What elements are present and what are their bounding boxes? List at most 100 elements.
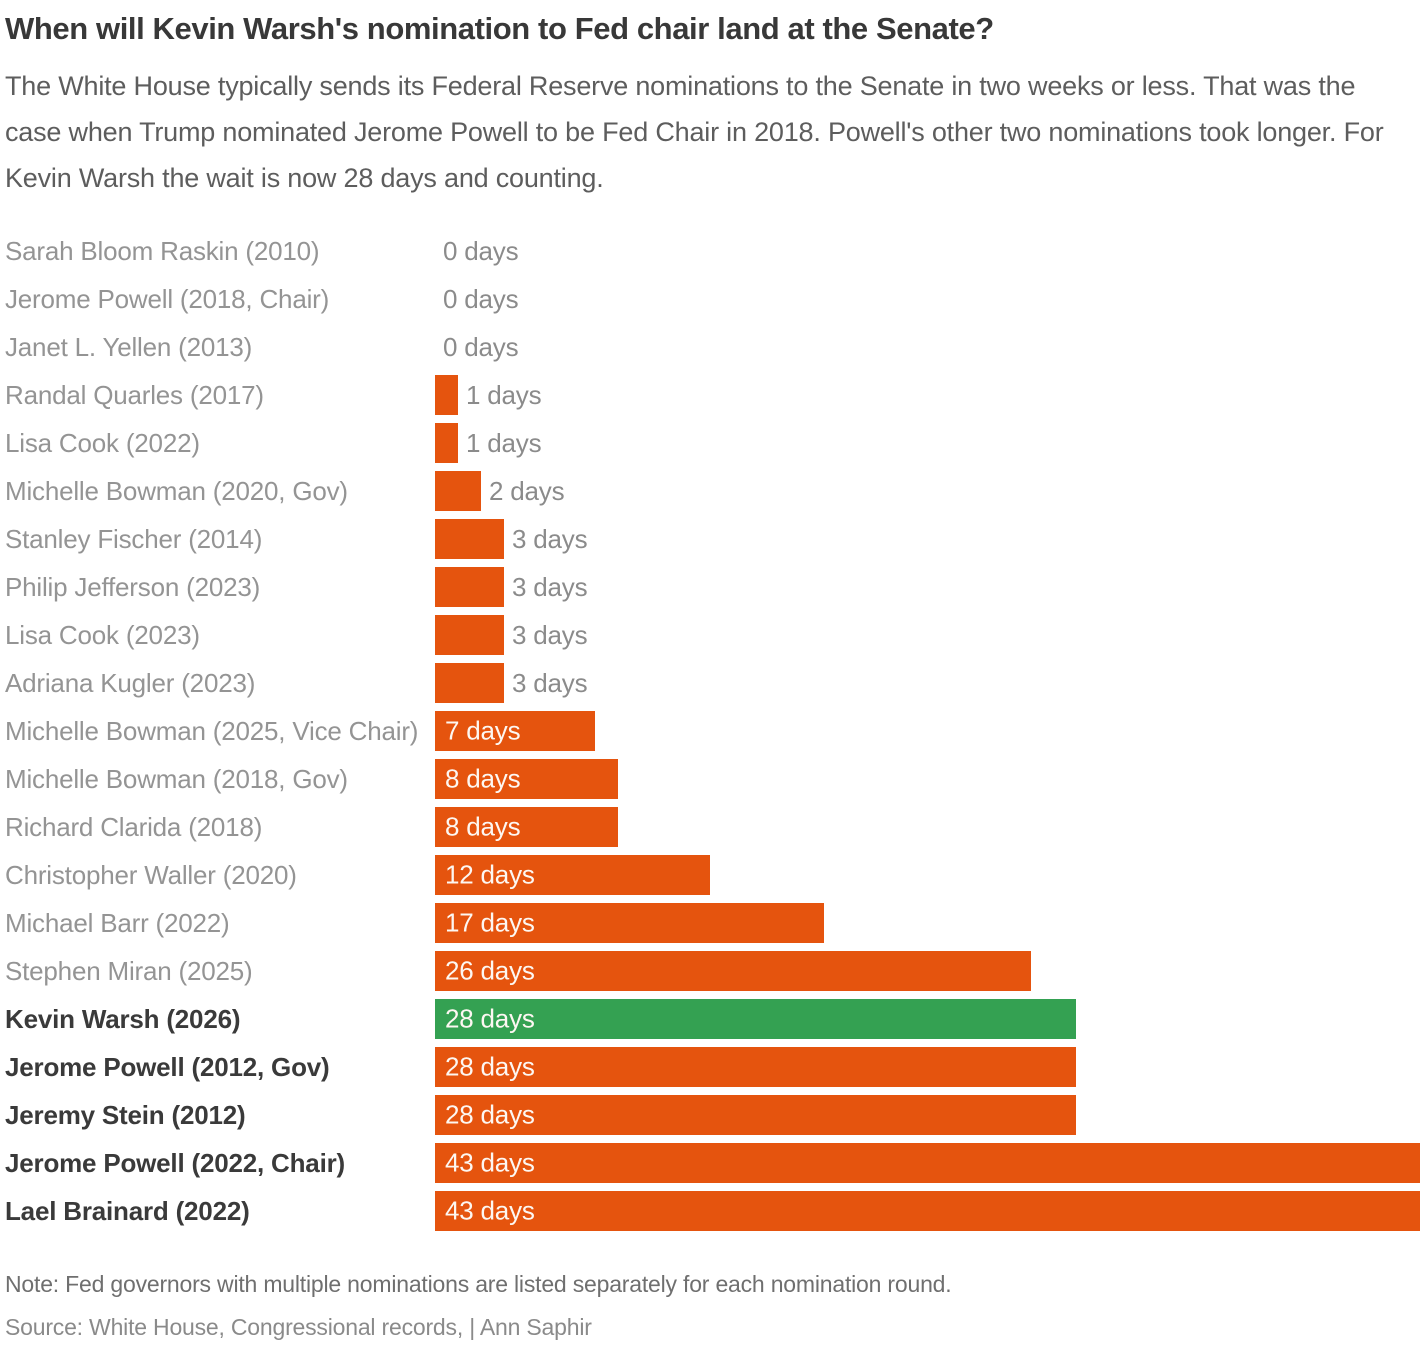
- value-label: 26 days: [445, 955, 535, 986]
- chart-row: Lisa Cook (2023) 3 days: [0, 611, 1420, 659]
- value-label: 3 days: [512, 523, 588, 554]
- chart-row: Christopher Waller (2020) 12 days: [0, 851, 1420, 899]
- bar-area: 8 days: [435, 807, 1420, 847]
- bar-area: 12 days: [435, 855, 1420, 895]
- value-label: 43 days: [445, 1195, 535, 1226]
- row-label: Michelle Bowman (2020, Gov): [5, 475, 348, 506]
- chart-note: Note: Fed governors with multiple nomina…: [5, 1271, 952, 1297]
- chart-row: Jerome Powell (2012, Gov) 28 days: [0, 1043, 1420, 1091]
- chart-row: Michelle Bowman (2025, Vice Chair) 7 day…: [0, 707, 1420, 755]
- value-label: 2 days: [489, 475, 565, 506]
- bar-area: 8 days: [435, 759, 1420, 799]
- bar: 43 days: [435, 1143, 1420, 1183]
- bar: [435, 471, 481, 511]
- row-label: Jerome Powell (2018, Chair): [5, 283, 330, 314]
- value-label: 0 days: [443, 331, 519, 362]
- bar-area: 28 days: [435, 999, 1420, 1039]
- value-label: 12 days: [445, 859, 535, 890]
- bar-area: 0 days: [435, 327, 1420, 367]
- row-label: Sarah Bloom Raskin (2010): [5, 235, 320, 266]
- value-label: 3 days: [512, 571, 588, 602]
- value-label: 3 days: [512, 667, 588, 698]
- chart-row: Michelle Bowman (2020, Gov) 2 days: [0, 467, 1420, 515]
- value-label: 17 days: [445, 907, 535, 938]
- value-label: 28 days: [445, 1099, 535, 1130]
- value-label: 28 days: [445, 1003, 535, 1034]
- chart-row: Janet L. Yellen (2013) 0 days: [0, 323, 1420, 371]
- bar: 7 days: [435, 711, 595, 751]
- bar: 8 days: [435, 807, 618, 847]
- chart-row: Lael Brainard (2022) 43 days: [0, 1187, 1420, 1235]
- row-label: Kevin Warsh (2026): [5, 1003, 241, 1034]
- row-label: Jeremy Stein (2012): [5, 1099, 246, 1130]
- bar-area: 43 days: [435, 1143, 1420, 1183]
- bar: 28 days: [435, 1047, 1076, 1087]
- bar: 26 days: [435, 951, 1031, 991]
- value-label: 1 days: [466, 379, 542, 410]
- row-label: Richard Clarida (2018): [5, 811, 263, 842]
- bar-area: 3 days: [435, 615, 1420, 655]
- bar: [435, 663, 504, 703]
- bar: [435, 375, 458, 415]
- row-label: Stephen Miran (2025): [5, 955, 253, 986]
- row-label: Philip Jefferson (2023): [5, 571, 261, 602]
- chart-row: Lisa Cook (2022) 1 days: [0, 419, 1420, 467]
- value-label: 8 days: [445, 811, 521, 842]
- chart-row: Kevin Warsh (2026) 28 days: [0, 995, 1420, 1043]
- row-label: Lael Brainard (2022): [5, 1195, 250, 1226]
- chart-row: Jeremy Stein (2012) 28 days: [0, 1091, 1420, 1139]
- value-label: 0 days: [443, 235, 519, 266]
- bar-area: 28 days: [435, 1047, 1420, 1087]
- bar-area: 17 days: [435, 903, 1420, 943]
- bar: [435, 423, 458, 463]
- bar-area: 1 days: [435, 423, 1420, 463]
- chart-row: Stephen Miran (2025) 26 days: [0, 947, 1420, 995]
- chart-row: Philip Jefferson (2023) 3 days: [0, 563, 1420, 611]
- row-label: Christopher Waller (2020): [5, 859, 297, 890]
- value-label: 28 days: [445, 1051, 535, 1082]
- bar-area: 3 days: [435, 519, 1420, 559]
- bar: 28 days: [435, 1095, 1076, 1135]
- chart-row: Randal Quarles (2017) 1 days: [0, 371, 1420, 419]
- row-label: Jerome Powell (2012, Gov): [5, 1051, 330, 1082]
- bar: 8 days: [435, 759, 618, 799]
- bar-area: 2 days: [435, 471, 1420, 511]
- row-label: Michael Barr (2022): [5, 907, 230, 938]
- chart-source: Source: White House, Congressional recor…: [5, 1314, 592, 1340]
- bar-area: 7 days: [435, 711, 1420, 751]
- chart-row: Stanley Fischer (2014) 3 days: [0, 515, 1420, 563]
- row-label: Jerome Powell (2022, Chair): [5, 1147, 345, 1178]
- value-label: 43 days: [445, 1147, 535, 1178]
- value-label: 7 days: [445, 715, 521, 746]
- bar-area: 3 days: [435, 663, 1420, 703]
- bar-area: 0 days: [435, 231, 1420, 271]
- bar: 43 days: [435, 1191, 1420, 1231]
- chart-row: Michael Barr (2022) 17 days: [0, 899, 1420, 947]
- chart-row: Jerome Powell (2018, Chair) 0 days: [0, 275, 1420, 323]
- row-label: Michelle Bowman (2018, Gov): [5, 763, 348, 794]
- row-label: Randal Quarles (2017): [5, 379, 264, 410]
- value-label: 8 days: [445, 763, 521, 794]
- bar-area: 0 days: [435, 279, 1420, 319]
- row-label: Lisa Cook (2022): [5, 427, 200, 458]
- chart-subtitle: The White House typically sends its Fede…: [5, 71, 1384, 193]
- row-label: Janet L. Yellen (2013): [5, 331, 253, 362]
- bar: [435, 519, 504, 559]
- row-label: Lisa Cook (2023): [5, 619, 200, 650]
- value-label: 3 days: [512, 619, 588, 650]
- chart-row: Adriana Kugler (2023) 3 days: [0, 659, 1420, 707]
- bar-area: 26 days: [435, 951, 1420, 991]
- bar: 12 days: [435, 855, 710, 895]
- bar-area: 43 days: [435, 1191, 1420, 1231]
- row-label: Stanley Fischer (2014): [5, 523, 263, 554]
- bar-area: 1 days: [435, 375, 1420, 415]
- bar: 28 days: [435, 999, 1076, 1039]
- chart-row: Sarah Bloom Raskin (2010) 0 days: [0, 227, 1420, 275]
- bar: 17 days: [435, 903, 824, 943]
- row-label: Michelle Bowman (2025, Vice Chair): [5, 715, 419, 746]
- bar: [435, 567, 504, 607]
- bar-area: 3 days: [435, 567, 1420, 607]
- chart-row: Richard Clarida (2018) 8 days: [0, 803, 1420, 851]
- bar-chart: Sarah Bloom Raskin (2010) 0 days Jerome …: [0, 227, 1420, 1235]
